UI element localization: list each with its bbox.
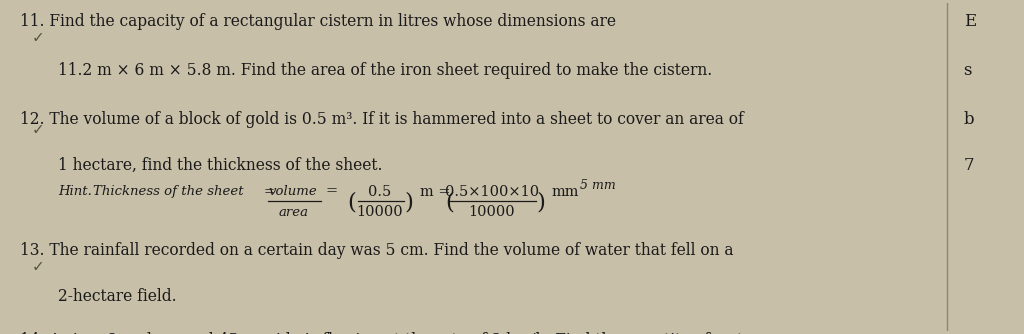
Text: ): ) bbox=[537, 191, 545, 213]
Text: ✓: ✓ bbox=[32, 30, 45, 45]
Text: E: E bbox=[964, 13, 976, 30]
Text: s: s bbox=[964, 62, 972, 79]
Text: 1 hectare, find the thickness of the sheet.: 1 hectare, find the thickness of the she… bbox=[58, 157, 383, 174]
Text: m =: m = bbox=[420, 185, 451, 198]
Text: ): ) bbox=[404, 191, 414, 213]
Text: 10000: 10000 bbox=[356, 205, 402, 219]
Text: volume: volume bbox=[269, 185, 317, 198]
Text: 12. The volume of a block of gold is 0.5 m³. If it is hammered into a sheet to c: 12. The volume of a block of gold is 0.5… bbox=[20, 111, 744, 128]
Text: 0.5: 0.5 bbox=[368, 185, 391, 198]
Text: 2-hectare field.: 2-hectare field. bbox=[58, 288, 177, 305]
Text: area: area bbox=[279, 206, 308, 219]
Text: ✓: ✓ bbox=[32, 122, 45, 137]
Text: =: = bbox=[263, 185, 274, 198]
Text: =: = bbox=[326, 185, 338, 198]
Text: 7: 7 bbox=[964, 157, 974, 174]
Text: (: ( bbox=[444, 191, 454, 213]
Text: (: ( bbox=[347, 191, 356, 213]
Text: 11.2 m × 6 m × 5.8 m. Find the area of the iron sheet required to make the ciste: 11.2 m × 6 m × 5.8 m. Find the area of t… bbox=[58, 62, 713, 79]
Text: mm: mm bbox=[551, 185, 579, 198]
Text: 11. Find the capacity of a rectangular cistern in litres whose dimensions are: 11. Find the capacity of a rectangular c… bbox=[20, 13, 616, 30]
Text: 0.5×100×10: 0.5×100×10 bbox=[444, 185, 539, 198]
Text: 14. A river 2 m deep and 45 m wide is flowing at the rate of 3 km/h. Find the qu: 14. A river 2 m deep and 45 m wide is fl… bbox=[20, 332, 760, 334]
Text: ✓: ✓ bbox=[32, 259, 45, 274]
Text: 10000: 10000 bbox=[469, 205, 515, 219]
Text: b: b bbox=[964, 111, 974, 128]
Text: Hint.: Hint. bbox=[58, 185, 92, 198]
Text: Thickness of the sheet: Thickness of the sheet bbox=[92, 185, 243, 198]
Text: 5 mm: 5 mm bbox=[581, 178, 616, 191]
Text: 13. The rainfall recorded on a certain day was 5 cm. Find the volume of water th: 13. The rainfall recorded on a certain d… bbox=[20, 242, 734, 259]
